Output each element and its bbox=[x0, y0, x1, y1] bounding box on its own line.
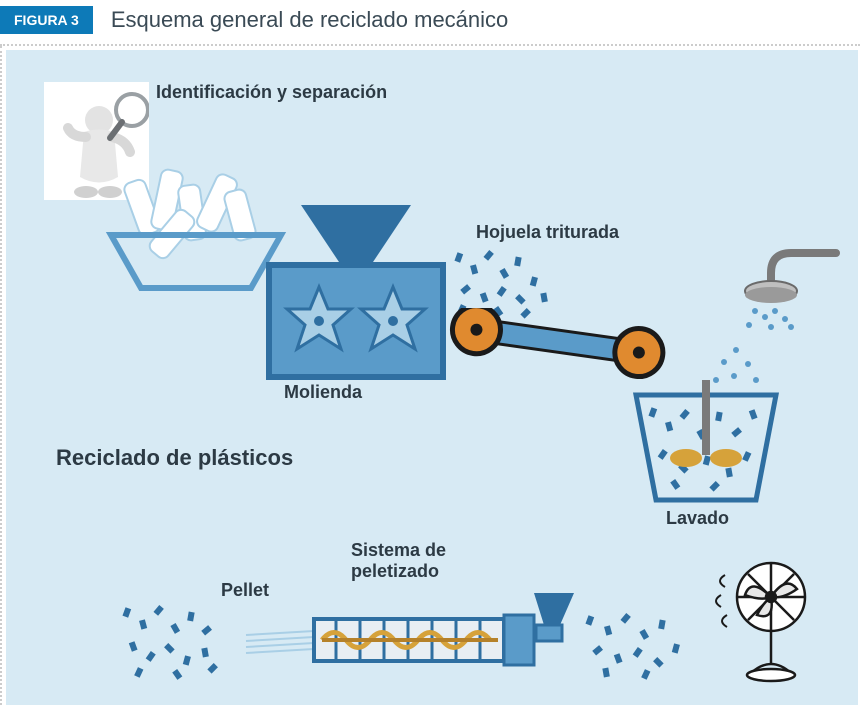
label-hojuela: Hojuela triturada bbox=[476, 222, 619, 243]
label-identificacion: Identificación y separación bbox=[156, 82, 387, 103]
flakes-drying-icon bbox=[581, 610, 701, 685]
label-peletizado: Sistema de peletizado bbox=[351, 540, 446, 582]
canvas-wrap: Identificación y separación Molienda Hoj… bbox=[0, 46, 860, 705]
diagram-canvas: Identificación y separación Molienda Hoj… bbox=[6, 50, 858, 705]
grinder-icon bbox=[261, 200, 451, 385]
extruder-icon bbox=[236, 585, 576, 685]
shower-icon bbox=[721, 245, 841, 335]
fan-icon bbox=[701, 555, 821, 685]
figure-badge: FIGURA 3 bbox=[0, 6, 93, 34]
label-reciclado: Reciclado de plásticos bbox=[56, 445, 293, 471]
figure-title: Esquema general de reciclado mecánico bbox=[111, 7, 508, 33]
label-molienda: Molienda bbox=[284, 382, 362, 403]
wash-bucket-icon bbox=[616, 340, 796, 515]
pellet-output-icon bbox=[116, 602, 236, 687]
figure-header: FIGURA 3 Esquema general de reciclado me… bbox=[0, 0, 860, 46]
